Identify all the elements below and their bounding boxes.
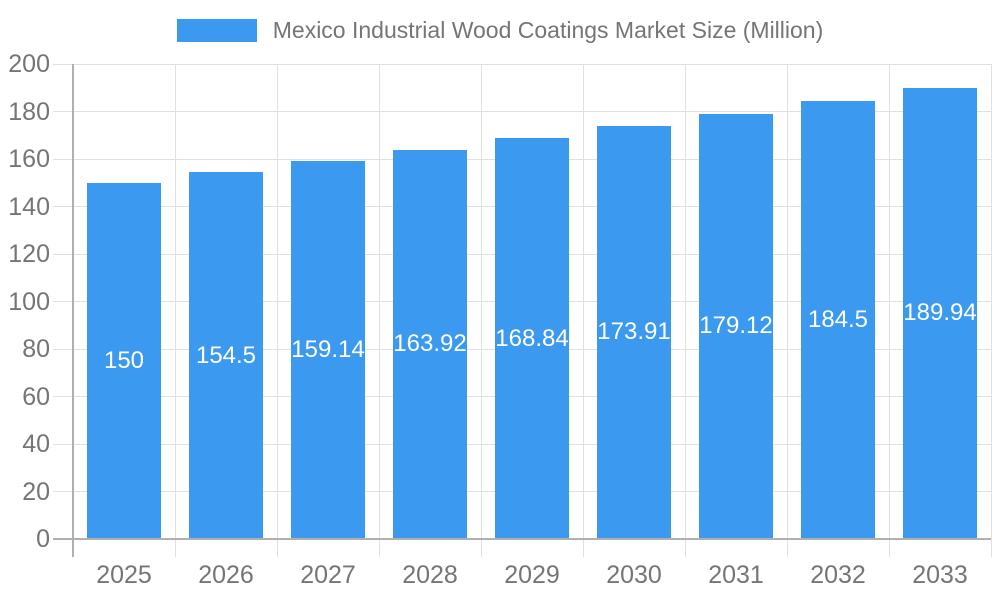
x-tick-label-2030: 2030 — [606, 561, 662, 589]
bar-value-2031: 179.12 — [699, 312, 773, 340]
v-gridline-4 — [480, 64, 482, 557]
x-tick-label-2026: 2026 — [198, 561, 254, 589]
bar-value-2029: 168.84 — [495, 324, 569, 352]
bar-2030 — [597, 125, 671, 539]
v-gridline-7 — [786, 64, 788, 557]
v-gridline-9 — [990, 64, 992, 557]
bar-value-2028: 163.92 — [393, 330, 467, 358]
legend-color-swatch — [176, 19, 257, 42]
v-gridline-2 — [276, 64, 278, 557]
y-tick-label-120: 120 — [8, 240, 50, 268]
y-tick-label-80: 80 — [22, 335, 50, 363]
x-tick-label-2029: 2029 — [504, 561, 560, 589]
bar-value-2032: 184.5 — [807, 305, 869, 333]
v-gridline-6 — [684, 64, 686, 557]
bar-value-2025: 150 — [103, 346, 145, 374]
y-tick-label-20: 20 — [22, 477, 50, 506]
y-tick-label-200: 200 — [8, 50, 50, 78]
x-tick-label-2027: 2027 — [300, 561, 356, 589]
y-tick-label-100: 100 — [8, 287, 50, 316]
bar-value-2026: 154.5 — [195, 341, 257, 369]
y-tick-label-40: 40 — [22, 430, 50, 458]
v-gridline-3 — [378, 64, 380, 557]
bar-2031 — [699, 113, 773, 539]
v-gridline-8 — [888, 64, 890, 557]
h-gridline-180 — [53, 111, 991, 112]
legend-label: Mexico Industrial Wood Coatings Market S… — [272, 17, 824, 43]
x-tick-label-2032: 2032 — [810, 561, 866, 589]
bar-2026 — [189, 172, 263, 539]
bar-2029 — [495, 138, 569, 539]
v-gridline-5 — [582, 64, 584, 557]
bar-value-2030: 173.91 — [597, 318, 671, 346]
h-gridline-200 — [53, 63, 991, 65]
y-tick-label-0: 0 — [36, 525, 50, 553]
bar-value-2033: 189.94 — [903, 299, 977, 327]
bar-2032 — [801, 100, 875, 539]
y-tick-label-180: 180 — [8, 97, 50, 126]
x-tick-label-2028: 2028 — [402, 561, 458, 589]
x-tick-label-2031: 2031 — [708, 561, 764, 589]
y-tick-label-140: 140 — [8, 192, 50, 221]
bar-2027 — [291, 161, 365, 539]
v-gridline-1 — [174, 64, 176, 557]
bar-2025 — [87, 182, 161, 539]
y-axis-line — [72, 64, 74, 557]
x-axis-baseline — [53, 538, 991, 540]
bar-value-2027: 159.14 — [291, 336, 365, 364]
legend-item[interactable]: Mexico Industrial Wood Coatings Market S… — [0, 17, 1000, 44]
bar-2033 — [903, 87, 977, 539]
y-tick-label-160: 160 — [8, 145, 50, 173]
y-tick-label-60: 60 — [22, 382, 50, 411]
x-tick-label-2033: 2033 — [912, 561, 968, 589]
bar-2028 — [393, 149, 467, 539]
x-tick-label-2025: 2025 — [96, 561, 152, 589]
